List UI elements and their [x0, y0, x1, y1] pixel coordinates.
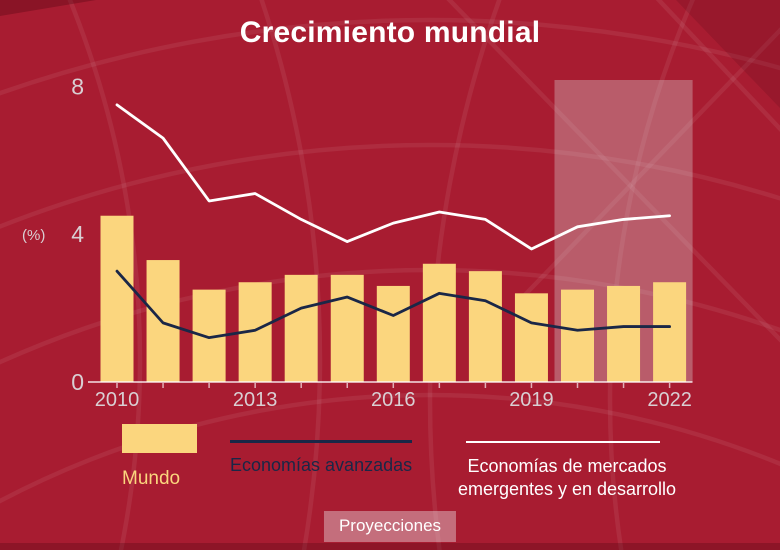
legend-label-emerging-line2: emergentes y en desarrollo [457, 478, 677, 499]
bar-2019 [514, 293, 548, 382]
legend-label-mundo: Mundo [122, 468, 181, 489]
corner-shard-top-left [0, 0, 96, 16]
bar-2021 [607, 285, 641, 382]
projections-badge: Proyecciones [323, 511, 457, 542]
bottom-edge-strip [0, 543, 780, 550]
bar-2017 [422, 263, 456, 382]
y-tick-label-0: 0 [71, 369, 84, 395]
legend-line-advanced [230, 440, 412, 443]
x-tick-label-2019: 2019 [509, 389, 554, 411]
bar-2014 [284, 274, 318, 382]
x-tick-label-2010: 2010 [95, 389, 140, 411]
line-advanced-economies [115, 269, 671, 340]
legend-label-emerging-line1: Economías de mercados [467, 456, 667, 476]
bar-2010 [100, 215, 134, 382]
corner-shard-top-right [676, 0, 780, 108]
x-tick-label-2016: 2016 [371, 389, 416, 411]
bar-2015 [330, 274, 364, 382]
x-tick-label-2013: 2013 [233, 389, 278, 411]
legend-line-emerging [466, 441, 660, 443]
bar-2020 [561, 289, 594, 382]
legend-swatch-mundo [122, 424, 197, 453]
bar-2016 [376, 285, 410, 382]
x-tick-label-2022: 2022 [647, 389, 692, 411]
bar-2022 [653, 282, 687, 382]
page-title: Crecimiento mundial [239, 16, 541, 49]
y-tick-label-8: 8 [71, 73, 84, 99]
bar-2018 [468, 271, 502, 382]
y-axis-unit-label: (%) [22, 227, 45, 244]
legend-label-advanced: Economías avanzadas [230, 455, 413, 475]
legend-label-emerging: Economías de mercados emergentes y en de… [444, 455, 690, 500]
y-tick-label-4: 4 [71, 221, 84, 247]
line-emerging-markets [115, 103, 671, 251]
